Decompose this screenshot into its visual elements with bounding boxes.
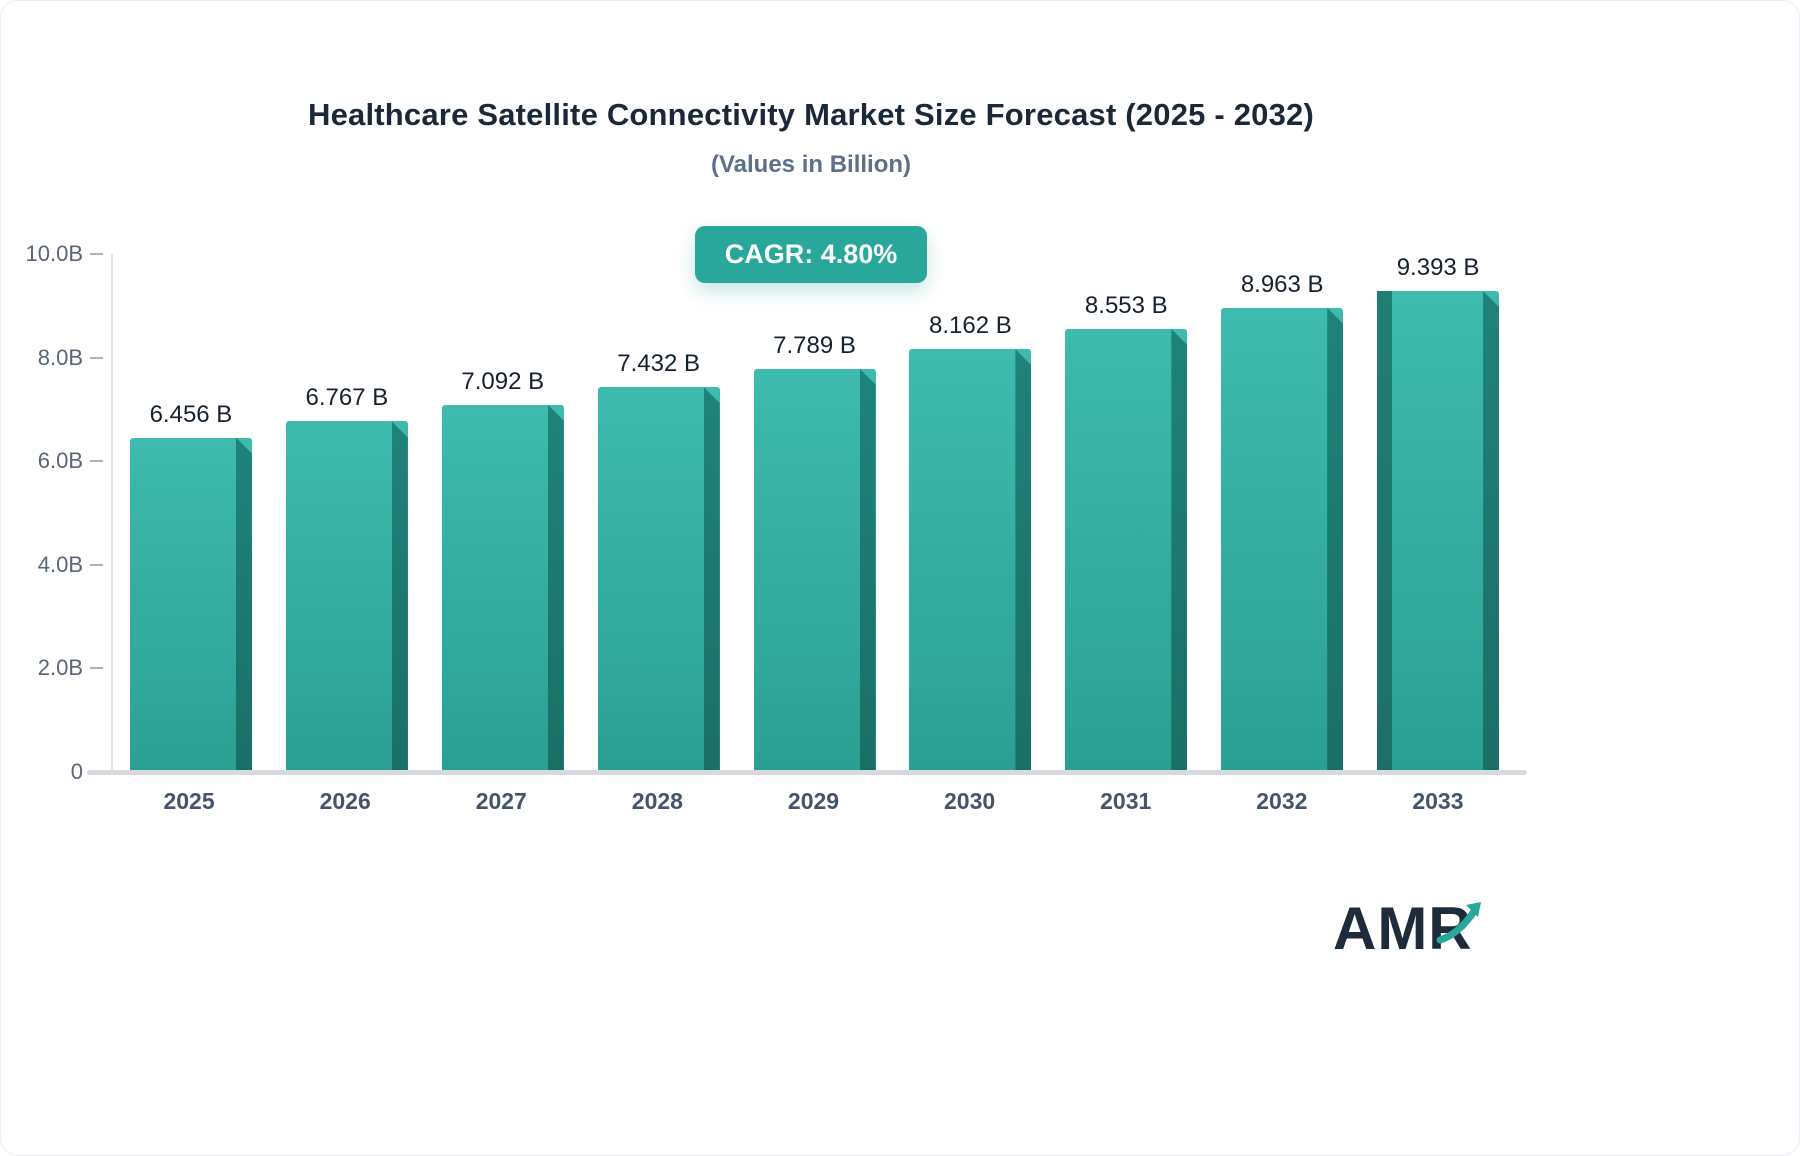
y-axis-tick-6.0B: 6.0B — [38, 448, 103, 474]
x-axis-label-2027: 2027 — [475, 788, 527, 814]
x-axis-label-2031: 2031 — [1100, 788, 1152, 814]
y-axis-tick-2.0B: 2.0B — [38, 655, 103, 681]
x-axis-label-2032: 2032 — [1256, 788, 1308, 814]
bar-2028 — [597, 387, 720, 772]
x-axis-label-2029: 2029 — [787, 788, 840, 814]
logo-text: AMR — [1333, 895, 1473, 962]
bar-value-label-2032: 8.963 B — [1240, 270, 1324, 298]
bar-2025 — [129, 437, 252, 772]
x-axis-label-2030: 2030 — [944, 788, 996, 814]
bar-2032 — [1221, 307, 1344, 772]
chart-plot-area: 6.456 B 6.767 B 7.092 B 7.432 B 7.789 B 8.162… — [111, 254, 1516, 772]
y-axis: 10.0B 8.0B 6.0B 4.0B 2.0B 0 — [1, 241, 103, 784]
bar-value-label-2025: 6.456 B — [149, 400, 233, 428]
bar-value-label-2030: 8.162 B — [929, 312, 1012, 340]
bar-2030 — [909, 349, 1032, 772]
bar-value-label-2029: 7.789 B — [773, 331, 856, 359]
cagr-badge-wrap: CAGR: 4.80% — [96, 226, 1526, 283]
y-axis-tick-mark — [90, 667, 103, 670]
amr-logo: AMR — [1333, 894, 1487, 963]
bar-group-2032: 8.963 B — [1204, 254, 1360, 772]
y-axis-tick-label: 0 — [70, 759, 83, 784]
x-axis-label-2026: 2026 — [319, 788, 371, 814]
y-axis-tick-label: 6.0B — [37, 448, 83, 474]
y-axis-tick-label: 4.0B — [37, 551, 83, 577]
cagr-badge: CAGR: 4.80% — [694, 226, 928, 283]
bar-2029 — [753, 368, 876, 772]
bar-group-2029: 7.789 B — [737, 254, 893, 772]
bar-value-label-2031: 8.553 B — [1084, 291, 1168, 319]
bar-value-label-2027: 7.092 B — [461, 367, 545, 395]
y-axis-tick-4.0B: 4.0B — [38, 552, 103, 578]
y-axis-tick-mark — [90, 356, 103, 359]
bar-value-label-2028: 7.432 B — [617, 350, 700, 378]
y-axis-tick-label: 8.0B — [37, 344, 83, 370]
bar-value-label-2026: 6.767 B — [305, 384, 389, 412]
bar-group-2028: 7.432 B — [581, 254, 737, 772]
x-axis-label-2025: 2025 — [163, 788, 215, 814]
bar-2027 — [441, 404, 564, 772]
bar-value-label-2033: 9.393 B — [1396, 254, 1480, 281]
bar-2026 — [285, 421, 408, 772]
x-axis-line — [87, 770, 1527, 775]
bar-group-2026: 6.767 B — [269, 254, 425, 772]
bar-group-2025: 6.456 B — [113, 254, 269, 772]
x-axis-label-2033: 2033 — [1412, 788, 1464, 814]
bar-group-2027: 7.092 B — [425, 254, 581, 772]
chart-subtitle: (Values in Billion) — [710, 151, 912, 178]
y-axis-tick-8.0B: 8.0B — [38, 345, 103, 371]
bar-group-2033: 9.393 B — [1360, 254, 1516, 772]
y-axis-tick-mark — [90, 563, 103, 566]
y-axis-tick-10.0B: 10.0B — [25, 241, 103, 267]
y-axis-tick-mark — [90, 253, 103, 255]
chart-title: Healthcare Satellite Connectivity Market… — [307, 97, 1315, 132]
bars-row: 6.456 B 6.767 B 7.092 B 7.432 B 7.789 B 8.162… — [113, 254, 1516, 772]
x-axis-labels: 2025 2026 2027 2028 2029 2030 2031 2032 2033 — [111, 788, 1516, 815]
y-axis-tick-mark — [90, 460, 103, 463]
x-axis-label-2028: 2028 — [631, 788, 683, 814]
bar-group-2031: 8.553 B — [1048, 254, 1204, 772]
bar-group-2030: 8.162 B — [892, 254, 1048, 772]
y-axis-tick-label: 2.0B — [37, 655, 83, 681]
chart-header: Healthcare Satellite Connectivity Market… — [96, 97, 1526, 179]
y-axis-tick-label: 10.0B — [25, 241, 84, 266]
logo-arrow-icon — [1436, 901, 1481, 943]
bar-2031 — [1065, 328, 1188, 772]
bar-2033 — [1377, 291, 1500, 772]
